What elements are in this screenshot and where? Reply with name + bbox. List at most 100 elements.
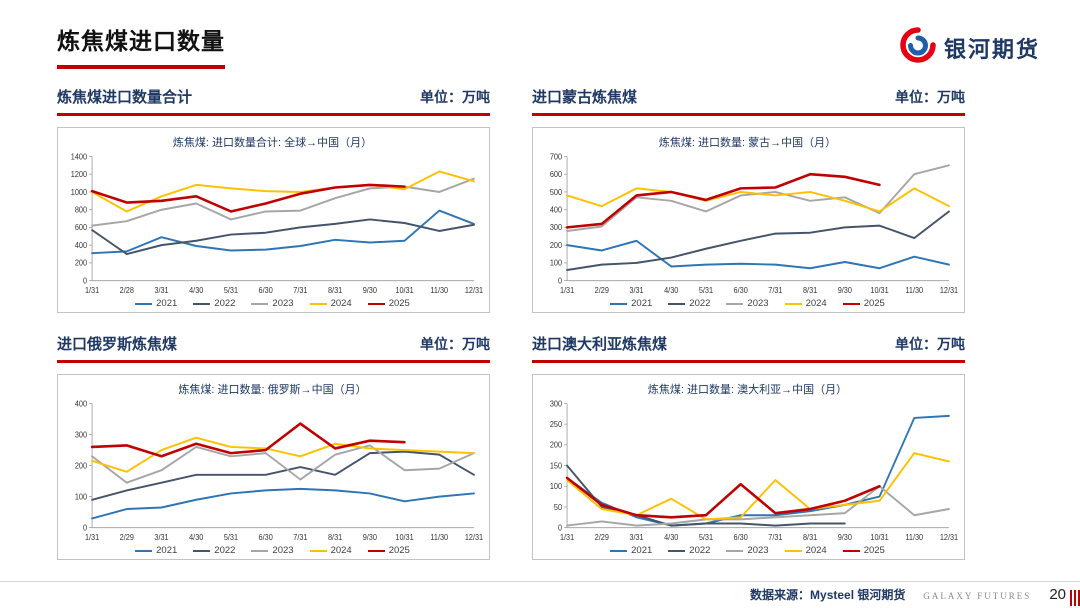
panel-header: 进口蒙古炼焦煤 单位：万吨 — [532, 86, 965, 116]
legend-label: 2021 — [156, 298, 178, 309]
svg-text:10/31: 10/31 — [395, 286, 413, 295]
legend-item-2022: 2022 — [668, 298, 710, 309]
legend-swatch — [251, 549, 269, 552]
svg-text:8/31: 8/31 — [803, 286, 817, 295]
legend-swatch — [668, 549, 686, 552]
svg-text:400: 400 — [550, 205, 562, 214]
svg-text:300: 300 — [75, 430, 87, 439]
legend-swatch — [842, 549, 860, 552]
top-bar: 炼焦煤进口数量 银河期货 — [57, 22, 1040, 69]
svg-text:250: 250 — [550, 420, 562, 429]
panel-header: 炼焦煤进口数量合计 单位：万吨 — [57, 86, 490, 116]
svg-text:200: 200 — [550, 241, 562, 250]
svg-text:5/31: 5/31 — [224, 533, 238, 542]
svg-text:5/31: 5/31 — [699, 286, 713, 295]
legend-swatch — [726, 549, 744, 552]
legend-label: 2025 — [863, 298, 885, 309]
legend-label: 2024 — [805, 545, 827, 556]
svg-text:12/31: 12/31 — [940, 533, 958, 542]
line-chart-russia: 炼焦煤: 进口数量: 俄罗斯→中国（月） 0 100 200 300 400 1/31 2/… — [57, 374, 490, 560]
svg-text:4/30: 4/30 — [664, 286, 678, 295]
svg-text:400: 400 — [75, 399, 87, 408]
chart-title: 炼焦煤: 进口数量: 澳大利亚→中国（月） — [647, 384, 848, 396]
legend-item-2024: 2024 — [784, 545, 827, 556]
legend-label: 2025 — [388, 545, 410, 556]
svg-text:100: 100 — [550, 482, 562, 491]
svg-text:4/30: 4/30 — [189, 533, 203, 542]
svg-text:9/30: 9/30 — [838, 533, 852, 542]
svg-text:600: 600 — [75, 223, 87, 232]
legend-swatch — [135, 549, 153, 552]
svg-text:700: 700 — [550, 152, 562, 161]
svg-text:10/31: 10/31 — [870, 533, 888, 542]
legend-item-2023: 2023 — [726, 545, 769, 556]
svg-text:12/31: 12/31 — [940, 286, 958, 295]
legend-item-2024: 2024 — [309, 545, 352, 556]
charts-grid: 炼焦煤进口数量合计 单位：万吨 炼焦煤: 进口数量合计: 全球→中国（月） 0 2… — [57, 86, 965, 560]
chart-title: 炼焦煤: 进口数量: 俄罗斯→中国（月） — [178, 384, 367, 396]
unit-label: 单位：万吨 — [895, 89, 965, 105]
line-chart-australia: 炼焦煤: 进口数量: 澳大利亚→中国（月） 0 50 100 150 200 250 300… — [532, 374, 965, 560]
panel-header: 进口俄罗斯炼焦煤 单位：万吨 — [57, 333, 490, 363]
svg-text:0: 0 — [558, 523, 562, 532]
legend-swatch — [784, 302, 802, 305]
legend-label: 2024 — [805, 298, 827, 309]
legend-item-2021: 2021 — [610, 298, 652, 309]
legend-item-2023: 2023 — [251, 545, 294, 556]
panel-title: 炼焦煤进口数量合计 — [57, 89, 193, 106]
legend-swatch — [784, 549, 802, 552]
svg-text:2/29: 2/29 — [595, 286, 609, 295]
legend-item-2025: 2025 — [842, 545, 885, 556]
brand-label: GALAXY FUTURES — [923, 591, 1032, 601]
legend-label: 2022 — [689, 298, 711, 309]
svg-text:3/31: 3/31 — [154, 286, 168, 295]
svg-text:1/31: 1/31 — [85, 533, 99, 542]
legend-label: 2021 — [156, 545, 178, 556]
svg-text:6/30: 6/30 — [734, 286, 748, 295]
legend-swatch — [610, 302, 628, 305]
line-chart-total: 炼焦煤: 进口数量合计: 全球→中国（月） 0 200 400 600 800 1000 1… — [57, 127, 490, 313]
legend-swatch — [193, 549, 211, 552]
svg-text:7/31: 7/31 — [768, 286, 782, 295]
legend-item-2025: 2025 — [842, 298, 885, 309]
svg-text:300: 300 — [550, 223, 562, 232]
panel-title: 进口蒙古炼焦煤 — [532, 89, 638, 106]
svg-text:3/31: 3/31 — [629, 286, 643, 295]
svg-text:5/31: 5/31 — [224, 286, 238, 295]
svg-text:11/30: 11/30 — [430, 286, 448, 295]
legend-label: 2024 — [330, 545, 352, 556]
panel-title: 进口澳大利亚炼焦煤 — [532, 336, 668, 353]
page-number: 20 — [1049, 586, 1066, 603]
legend-label: 2023 — [272, 545, 294, 556]
panel-total-imports: 炼焦煤进口数量合计 单位：万吨 炼焦煤: 进口数量合计: 全球→中国（月） 0 2… — [57, 86, 490, 313]
svg-text:7/31: 7/31 — [768, 533, 782, 542]
page-title: 炼焦煤进口数量 — [57, 22, 225, 69]
svg-text:10/31: 10/31 — [395, 533, 413, 542]
unit-label: 单位：万吨 — [420, 89, 490, 105]
chart-legend: 2021 2022 2023 2024 2025 — [537, 298, 958, 309]
legend-item-2025: 2025 — [367, 545, 410, 556]
legend-item-2024: 2024 — [784, 298, 827, 309]
chart-legend: 2021 2022 2023 2024 2025 — [537, 545, 958, 556]
line-chart-mongolia: 炼焦煤: 进口数量: 蒙古→中国（月） 0 100 200 300 400 500 600 7… — [532, 127, 965, 313]
svg-text:800: 800 — [75, 205, 87, 214]
legend-label: 2023 — [747, 298, 769, 309]
svg-text:4/30: 4/30 — [189, 286, 203, 295]
svg-text:3/31: 3/31 — [154, 533, 168, 542]
chart-plot-area: 0 200 400 600 800 1000 1200 1400 1/31 2/28 3/31 4/3… — [62, 151, 483, 297]
svg-text:9/30: 9/30 — [363, 533, 377, 542]
legend-item-2024: 2024 — [309, 298, 352, 309]
svg-text:50: 50 — [554, 503, 562, 512]
galaxy-futures-logo: 银河期货 — [899, 26, 1040, 69]
legend-label: 2025 — [863, 545, 885, 556]
legend-item-2023: 2023 — [726, 298, 769, 309]
panel-title: 进口俄罗斯炼焦煤 — [57, 336, 178, 353]
svg-text:9/30: 9/30 — [363, 286, 377, 295]
legend-label: 2021 — [631, 298, 653, 309]
svg-text:0: 0 — [83, 276, 87, 285]
svg-text:3/31: 3/31 — [629, 533, 643, 542]
svg-text:2/29: 2/29 — [595, 533, 609, 542]
svg-text:6/30: 6/30 — [259, 286, 273, 295]
corner-decoration — [1070, 590, 1080, 606]
